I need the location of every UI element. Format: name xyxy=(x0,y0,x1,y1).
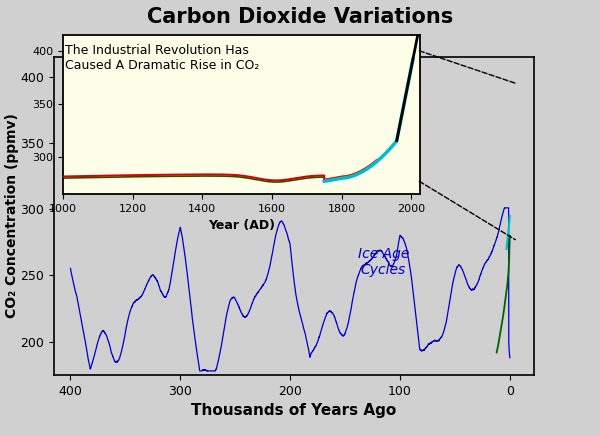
X-axis label: Year (AD): Year (AD) xyxy=(208,219,275,232)
X-axis label: Thousands of Years Ago: Thousands of Years Ago xyxy=(191,403,397,418)
Y-axis label: CO₂ Concentration (ppmv): CO₂ Concentration (ppmv) xyxy=(5,113,19,318)
Text: Ice Age
Cycles: Ice Age Cycles xyxy=(358,247,409,277)
Text: Carbon Dioxide Variations: Carbon Dioxide Variations xyxy=(147,7,453,27)
Text: The Industrial Revolution Has
Caused A Dramatic Rise in CO₂: The Industrial Revolution Has Caused A D… xyxy=(65,44,259,72)
